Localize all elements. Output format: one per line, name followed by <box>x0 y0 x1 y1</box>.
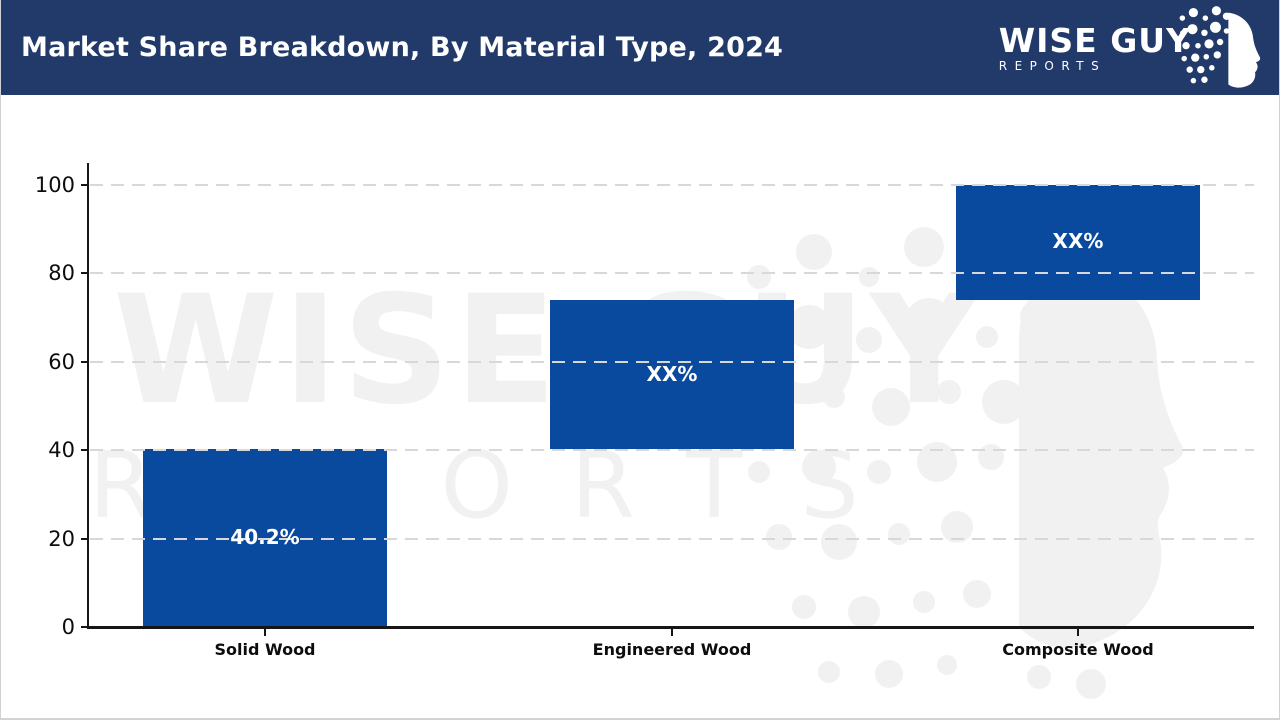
y-tick-label-0: 0 <box>61 615 75 639</box>
gridline-60 <box>90 360 1254 363</box>
bar-value-label-solid-wood: 40.2% <box>230 525 300 550</box>
logo-reports-text: REPORTS <box>998 58 1107 73</box>
bar-engineered-wood <box>550 299 794 450</box>
x-axis-line <box>87 626 1254 629</box>
page-title: Market Share Breakdown, By Material Type… <box>21 32 784 63</box>
y-tick-label-100: 100 <box>34 173 75 197</box>
category-label-engineered-wood: Engineered Wood <box>592 640 752 659</box>
y-axis-line <box>87 163 89 629</box>
y-tick-100 <box>81 184 88 186</box>
dotted-face-watermark-icon <box>745 227 1184 699</box>
bar-composite-wood <box>956 185 1200 300</box>
gridline-80 <box>90 272 1254 275</box>
x-tick-solid-wood <box>264 629 266 636</box>
y-tick-label-80: 80 <box>48 261 75 286</box>
dotted-face-logo-icon <box>1179 5 1261 88</box>
header-bar: Market Share Breakdown, By Material Type… <box>1 0 1279 95</box>
bar-value-label-engineered-wood: XX% <box>646 361 698 386</box>
y-tick-80 <box>81 272 88 275</box>
gridline-20 <box>90 537 1254 540</box>
gridline-40 <box>90 449 1254 452</box>
y-tick-label-60: 60 <box>48 349 75 374</box>
logo-text: WISE GUY REPORTS <box>999 24 1191 72</box>
wise-guy-reports-logo: WISE GUY REPORTS <box>999 5 1267 91</box>
logo-wordmark: WISE GUY <box>998 20 1191 60</box>
bar-value-label-composite-wood: XX% <box>1052 229 1104 254</box>
category-label-composite-wood: Composite Wood <box>1002 640 1154 659</box>
y-tick-40 <box>81 449 88 452</box>
x-tick-engineered-wood <box>671 629 673 636</box>
y-tick-label-40: 40 <box>48 438 75 463</box>
y-tick-20 <box>81 537 88 540</box>
x-tick-composite-wood <box>1077 629 1079 636</box>
y-tick-label-20: 20 <box>48 526 75 551</box>
y-tick-0 <box>81 626 88 628</box>
gridline-100 <box>90 184 1254 186</box>
y-tick-60 <box>81 360 88 363</box>
category-label-solid-wood: Solid Wood <box>214 640 316 659</box>
